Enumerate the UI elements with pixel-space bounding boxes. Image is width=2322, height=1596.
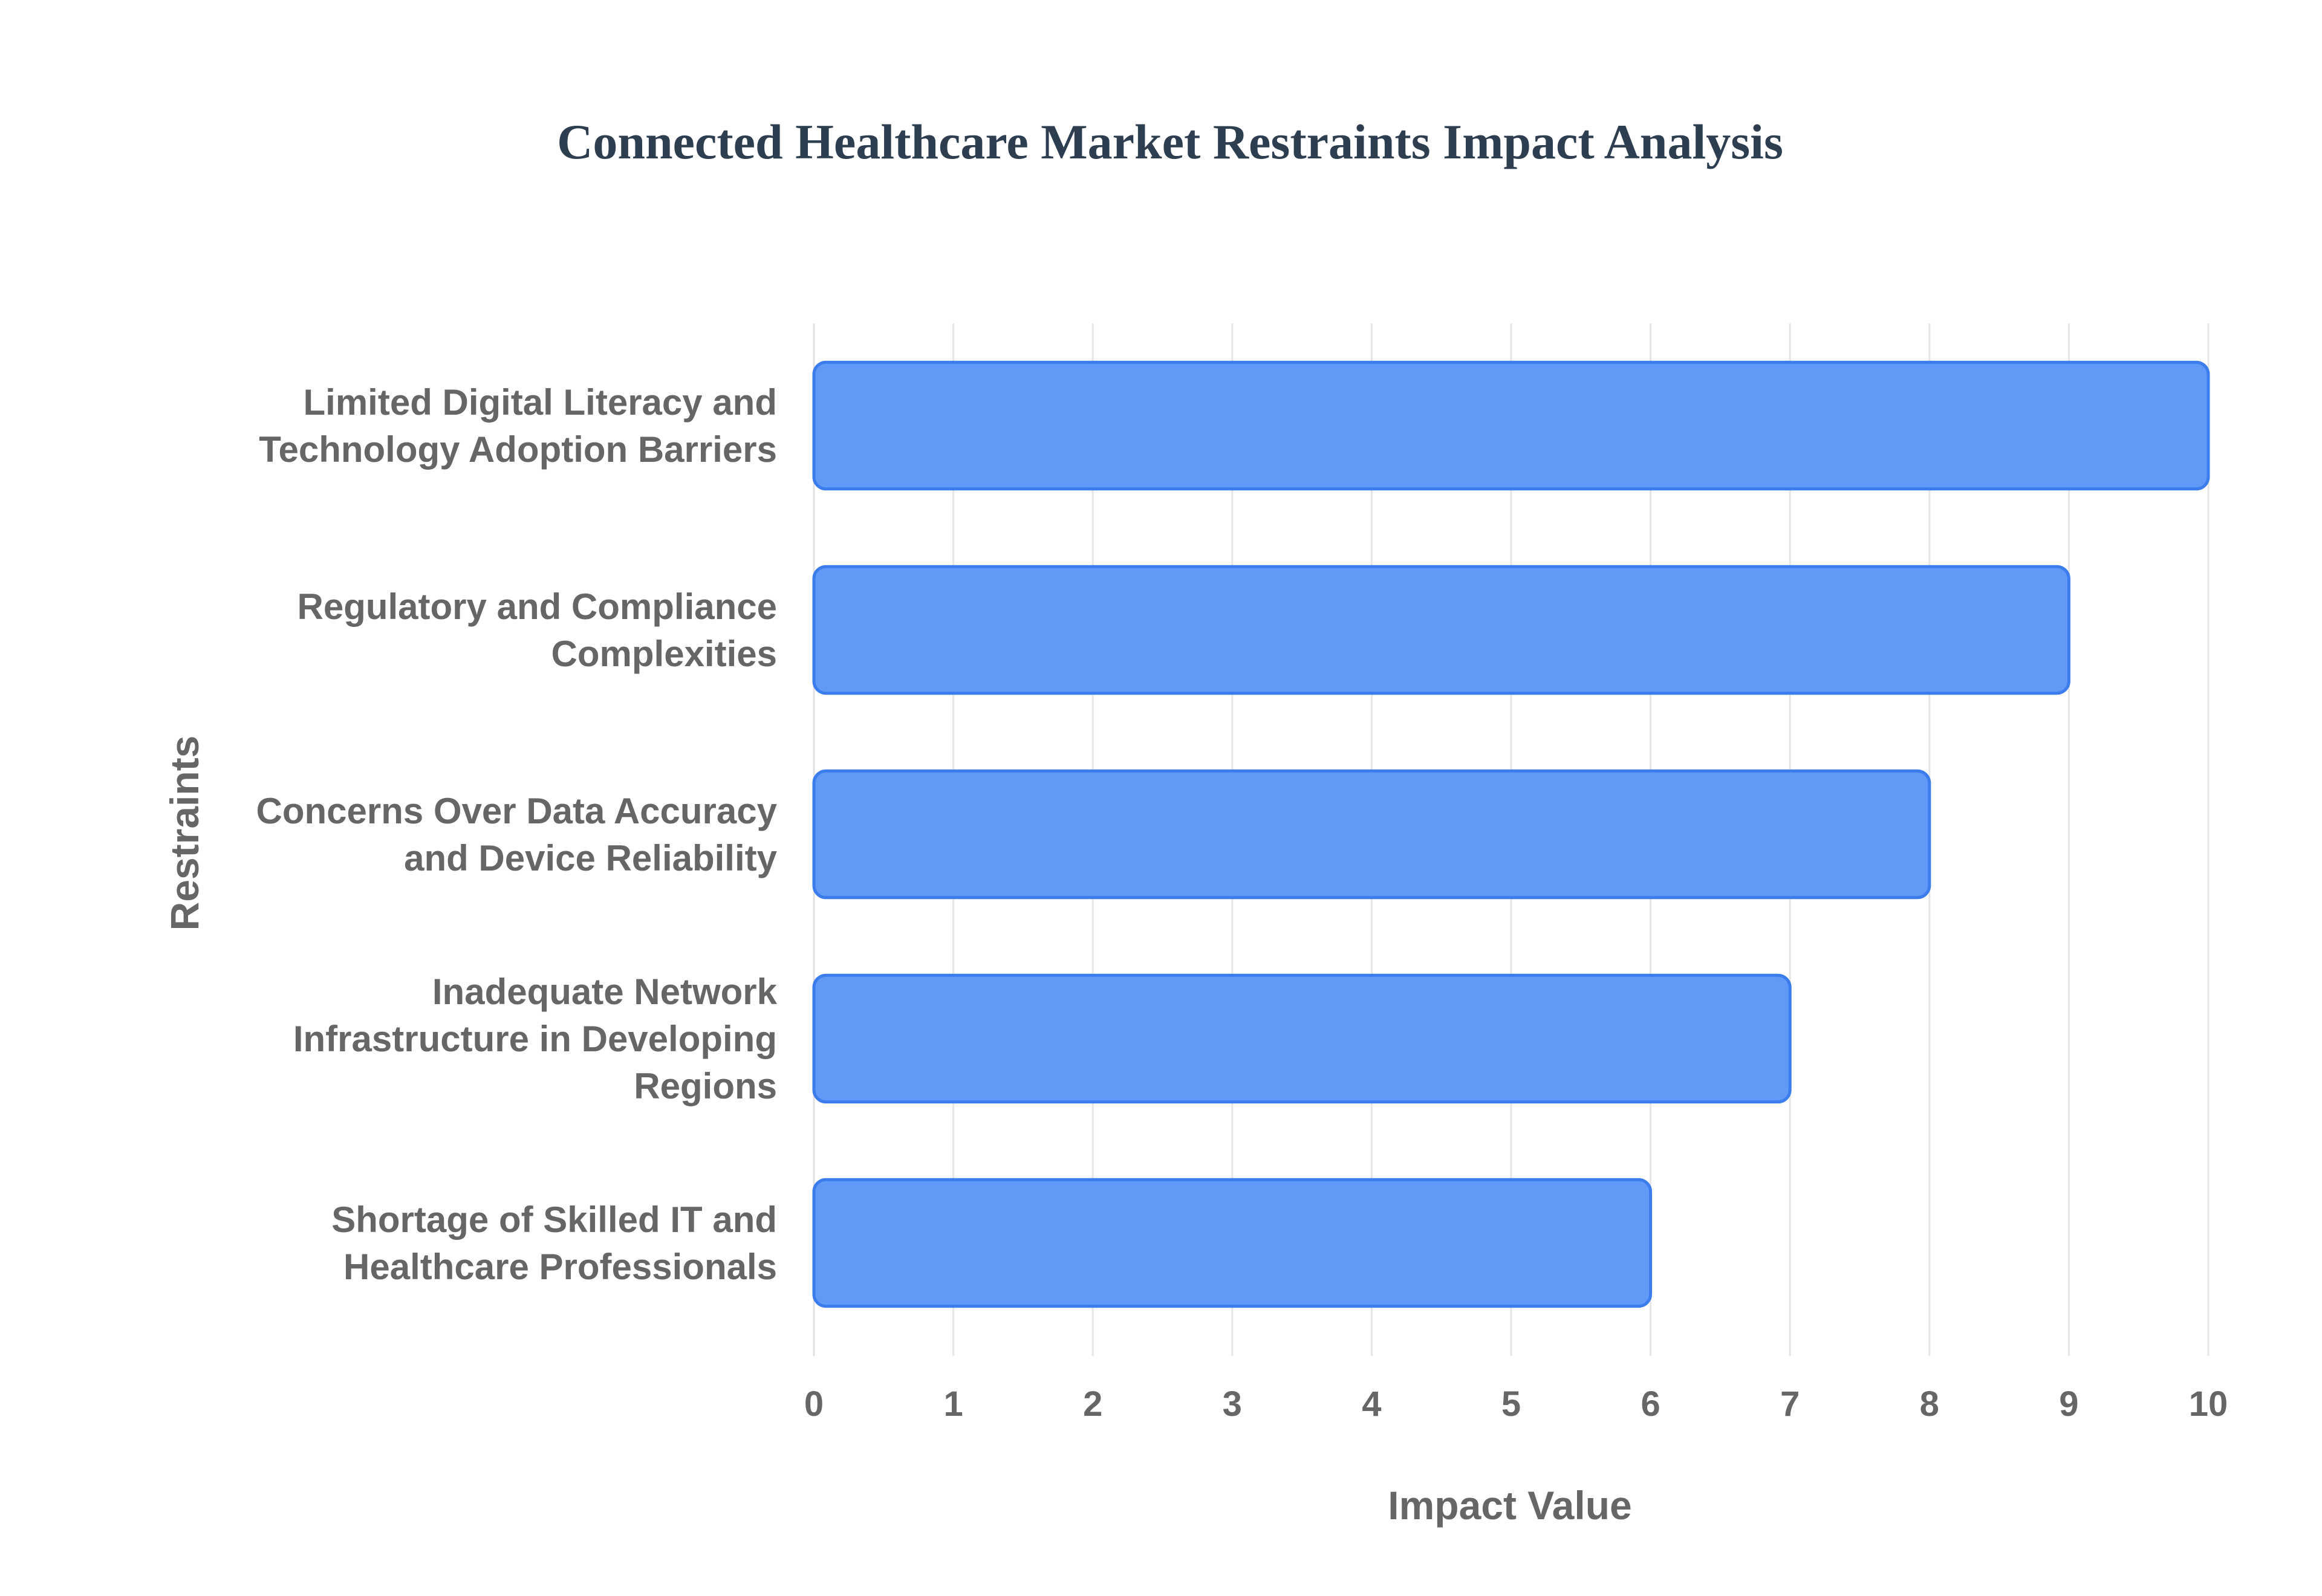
y-category-label: Limited Digital Literacy and Technology A… <box>259 382 777 470</box>
y-axis-labels: Limited Digital Literacy and Technology A… <box>256 382 777 1287</box>
x-tick-label: 2 <box>1083 1384 1102 1424</box>
y-category-label-line: Technology Adoption Barriers <box>259 429 777 470</box>
y-category-label-line: Limited Digital Literacy and <box>304 382 778 423</box>
x-tick-label: 7 <box>1780 1384 1800 1424</box>
x-tick-label: 5 <box>1501 1384 1521 1424</box>
x-tick-label: 3 <box>1223 1384 1242 1424</box>
bar <box>812 565 2070 695</box>
y-category-label-line: Concerns Over Data Accuracy <box>256 791 777 831</box>
bar <box>812 1178 1653 1308</box>
y-category-label-line: Healthcare Professionals <box>343 1247 777 1287</box>
chart-title: Connected Healthcare Market Restraints I… <box>557 114 1783 169</box>
bar <box>812 360 2210 491</box>
bar <box>812 973 1792 1104</box>
x-tick-label: 9 <box>2059 1384 2078 1424</box>
x-tick-label: 8 <box>1920 1384 1939 1424</box>
y-category-label-line: Shortage of Skilled IT and <box>331 1199 777 1240</box>
y-category-label-line: Inadequate Network <box>432 972 778 1012</box>
y-category-label: Regulatory and Compliance Complexities <box>298 586 777 674</box>
y-category-label-line: Infrastructure in Developing <box>293 1019 777 1059</box>
bars <box>812 360 2210 1308</box>
y-category-label-line: Regions <box>634 1066 777 1106</box>
y-category-label: Concerns Over Data Accuracy and Device Re… <box>256 791 777 878</box>
x-tick-label: 10 <box>2189 1384 2228 1424</box>
x-axis-ticks: 0 1 2 3 4 5 6 7 8 9 10 <box>804 1384 2228 1424</box>
x-tick-label: 0 <box>804 1384 824 1424</box>
y-category-label-line: Regulatory and Compliance <box>298 586 777 627</box>
x-tick-label: 1 <box>943 1384 963 1424</box>
y-axis-title: Restraints <box>162 736 207 931</box>
bar <box>812 769 1931 900</box>
x-tick-label: 6 <box>1641 1384 1660 1424</box>
y-category-label-line: and Device Reliability <box>404 838 778 878</box>
y-category-label: Inadequate Network Infrastructure in Deve… <box>293 972 778 1106</box>
x-axis-title: Impact Value <box>1388 1483 1632 1528</box>
x-tick-label: 4 <box>1362 1384 1381 1424</box>
y-category-label-line: Complexities <box>551 634 777 674</box>
y-category-label: Shortage of Skilled IT and Healthcare Pro… <box>331 1199 777 1287</box>
